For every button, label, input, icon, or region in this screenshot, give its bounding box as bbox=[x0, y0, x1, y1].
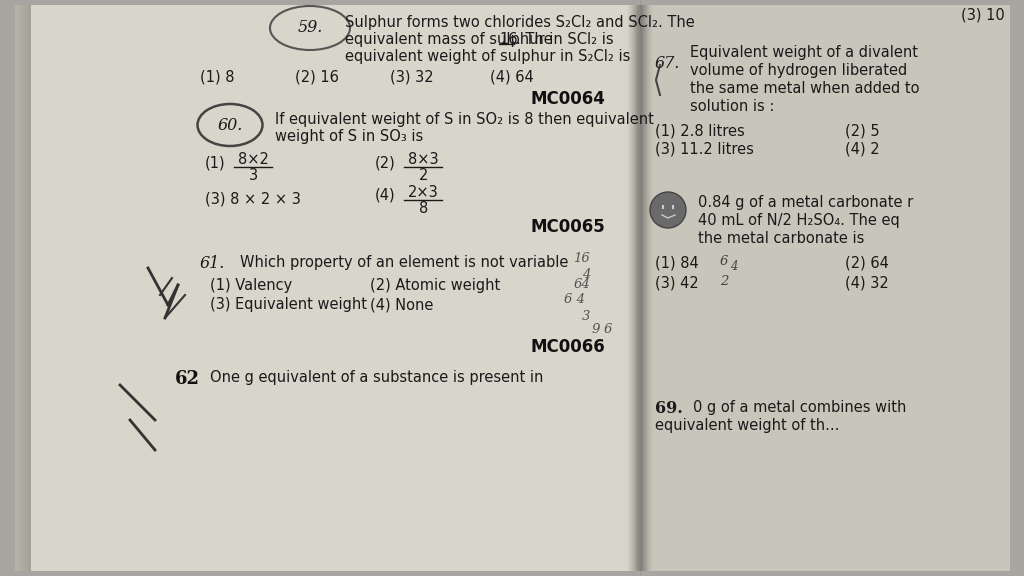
Text: . The: . The bbox=[516, 32, 553, 47]
Text: 6: 6 bbox=[603, 323, 612, 336]
Text: (4) 32: (4) 32 bbox=[845, 275, 889, 290]
Text: the same metal when added to: the same metal when added to bbox=[690, 81, 920, 96]
Text: MC0066: MC0066 bbox=[530, 338, 605, 356]
Text: (1) 84: (1) 84 bbox=[655, 255, 698, 270]
Text: (1) Valency: (1) Valency bbox=[210, 278, 292, 293]
Polygon shape bbox=[15, 5, 640, 571]
Text: (1): (1) bbox=[205, 155, 225, 170]
Text: 4: 4 bbox=[582, 268, 590, 281]
Polygon shape bbox=[29, 5, 31, 571]
Text: Sulphur forms two chlorides S₂Cl₂ and SCl₂. The: Sulphur forms two chlorides S₂Cl₂ and SC… bbox=[345, 15, 694, 30]
Text: (2) Atomic weight: (2) Atomic weight bbox=[370, 278, 501, 293]
Text: Equivalent weight of a divalent: Equivalent weight of a divalent bbox=[690, 45, 918, 60]
Polygon shape bbox=[27, 5, 29, 571]
Text: (3) 11.2 litres: (3) 11.2 litres bbox=[655, 142, 754, 157]
Polygon shape bbox=[633, 5, 647, 571]
Text: 6 4: 6 4 bbox=[564, 293, 585, 306]
Text: the metal carbonate is: the metal carbonate is bbox=[698, 231, 864, 246]
Text: 60.: 60. bbox=[217, 116, 243, 134]
Text: 64: 64 bbox=[573, 278, 590, 291]
Text: (2): (2) bbox=[375, 155, 395, 170]
Text: 40 mL of N/2 H₂SO₄. The eq: 40 mL of N/2 H₂SO₄. The eq bbox=[698, 213, 900, 228]
Text: 0.84 g of a metal carbonate r: 0.84 g of a metal carbonate r bbox=[698, 195, 913, 210]
Text: 2: 2 bbox=[419, 168, 428, 183]
Text: equivalent mass of sulphur in SCl₂ is: equivalent mass of sulphur in SCl₂ is bbox=[345, 32, 618, 47]
Polygon shape bbox=[638, 5, 642, 571]
Polygon shape bbox=[636, 5, 644, 571]
Text: 6: 6 bbox=[720, 255, 728, 268]
Text: equivalent weight of sulphur in S₂Cl₂ is: equivalent weight of sulphur in S₂Cl₂ is bbox=[345, 49, 631, 64]
Text: MC0065: MC0065 bbox=[530, 218, 605, 236]
Circle shape bbox=[650, 192, 686, 228]
Text: 8×2: 8×2 bbox=[238, 152, 269, 167]
Text: (1) 2.8 litres: (1) 2.8 litres bbox=[655, 123, 744, 138]
Text: 8: 8 bbox=[419, 201, 428, 216]
Text: MC0064: MC0064 bbox=[530, 90, 605, 108]
Polygon shape bbox=[637, 5, 643, 571]
Text: (3) 10: (3) 10 bbox=[962, 8, 1005, 23]
Text: (3) 42: (3) 42 bbox=[655, 275, 698, 290]
Text: equivalent weight of th...: equivalent weight of th... bbox=[655, 418, 840, 433]
Text: 16: 16 bbox=[499, 32, 517, 47]
Text: 3: 3 bbox=[582, 310, 590, 323]
Text: 0 g of a metal combines with: 0 g of a metal combines with bbox=[693, 400, 906, 415]
Text: 9: 9 bbox=[592, 323, 600, 336]
Polygon shape bbox=[25, 5, 27, 571]
Text: (4) 64: (4) 64 bbox=[490, 70, 534, 85]
Text: (4): (4) bbox=[375, 188, 395, 203]
Text: 61.: 61. bbox=[200, 255, 225, 272]
Text: 67.: 67. bbox=[655, 55, 680, 72]
Text: 16: 16 bbox=[573, 252, 590, 265]
Text: 59.: 59. bbox=[297, 20, 323, 36]
Polygon shape bbox=[22, 5, 23, 571]
Text: 2: 2 bbox=[720, 275, 728, 288]
Text: One g equivalent of a substance is present in: One g equivalent of a substance is prese… bbox=[210, 370, 544, 385]
Text: 69.: 69. bbox=[655, 400, 683, 417]
Polygon shape bbox=[635, 5, 645, 571]
Text: weight of S in SO₃ is: weight of S in SO₃ is bbox=[275, 129, 423, 144]
Text: 8×3: 8×3 bbox=[408, 152, 438, 167]
Text: (3) 8 × 2 × 3: (3) 8 × 2 × 3 bbox=[205, 192, 301, 207]
Text: (2) 64: (2) 64 bbox=[845, 255, 889, 270]
Polygon shape bbox=[23, 5, 25, 571]
Polygon shape bbox=[634, 5, 646, 571]
Text: (4) None: (4) None bbox=[370, 297, 433, 312]
Polygon shape bbox=[640, 5, 1010, 571]
Polygon shape bbox=[19, 5, 22, 571]
Text: 4: 4 bbox=[730, 260, 737, 273]
Polygon shape bbox=[15, 5, 17, 571]
Text: (3) 32: (3) 32 bbox=[390, 70, 433, 85]
Text: 3: 3 bbox=[249, 168, 258, 183]
Text: 2×3: 2×3 bbox=[408, 185, 438, 200]
Text: (2) 16: (2) 16 bbox=[295, 70, 339, 85]
Text: (1) 8: (1) 8 bbox=[200, 70, 234, 85]
Text: solution is :: solution is : bbox=[690, 99, 774, 114]
Text: (3) Equivalent weight: (3) Equivalent weight bbox=[210, 297, 367, 312]
Text: (4) 2: (4) 2 bbox=[845, 142, 880, 157]
Polygon shape bbox=[17, 5, 19, 571]
Text: 62: 62 bbox=[175, 370, 200, 388]
Text: volume of hydrogen liberated: volume of hydrogen liberated bbox=[690, 63, 907, 78]
Text: If equivalent weight of S in SO₂ is 8 then equivalent: If equivalent weight of S in SO₂ is 8 th… bbox=[275, 112, 654, 127]
Text: Which property of an element is not variable: Which property of an element is not vari… bbox=[240, 255, 568, 270]
Text: (2) 5: (2) 5 bbox=[845, 123, 880, 138]
